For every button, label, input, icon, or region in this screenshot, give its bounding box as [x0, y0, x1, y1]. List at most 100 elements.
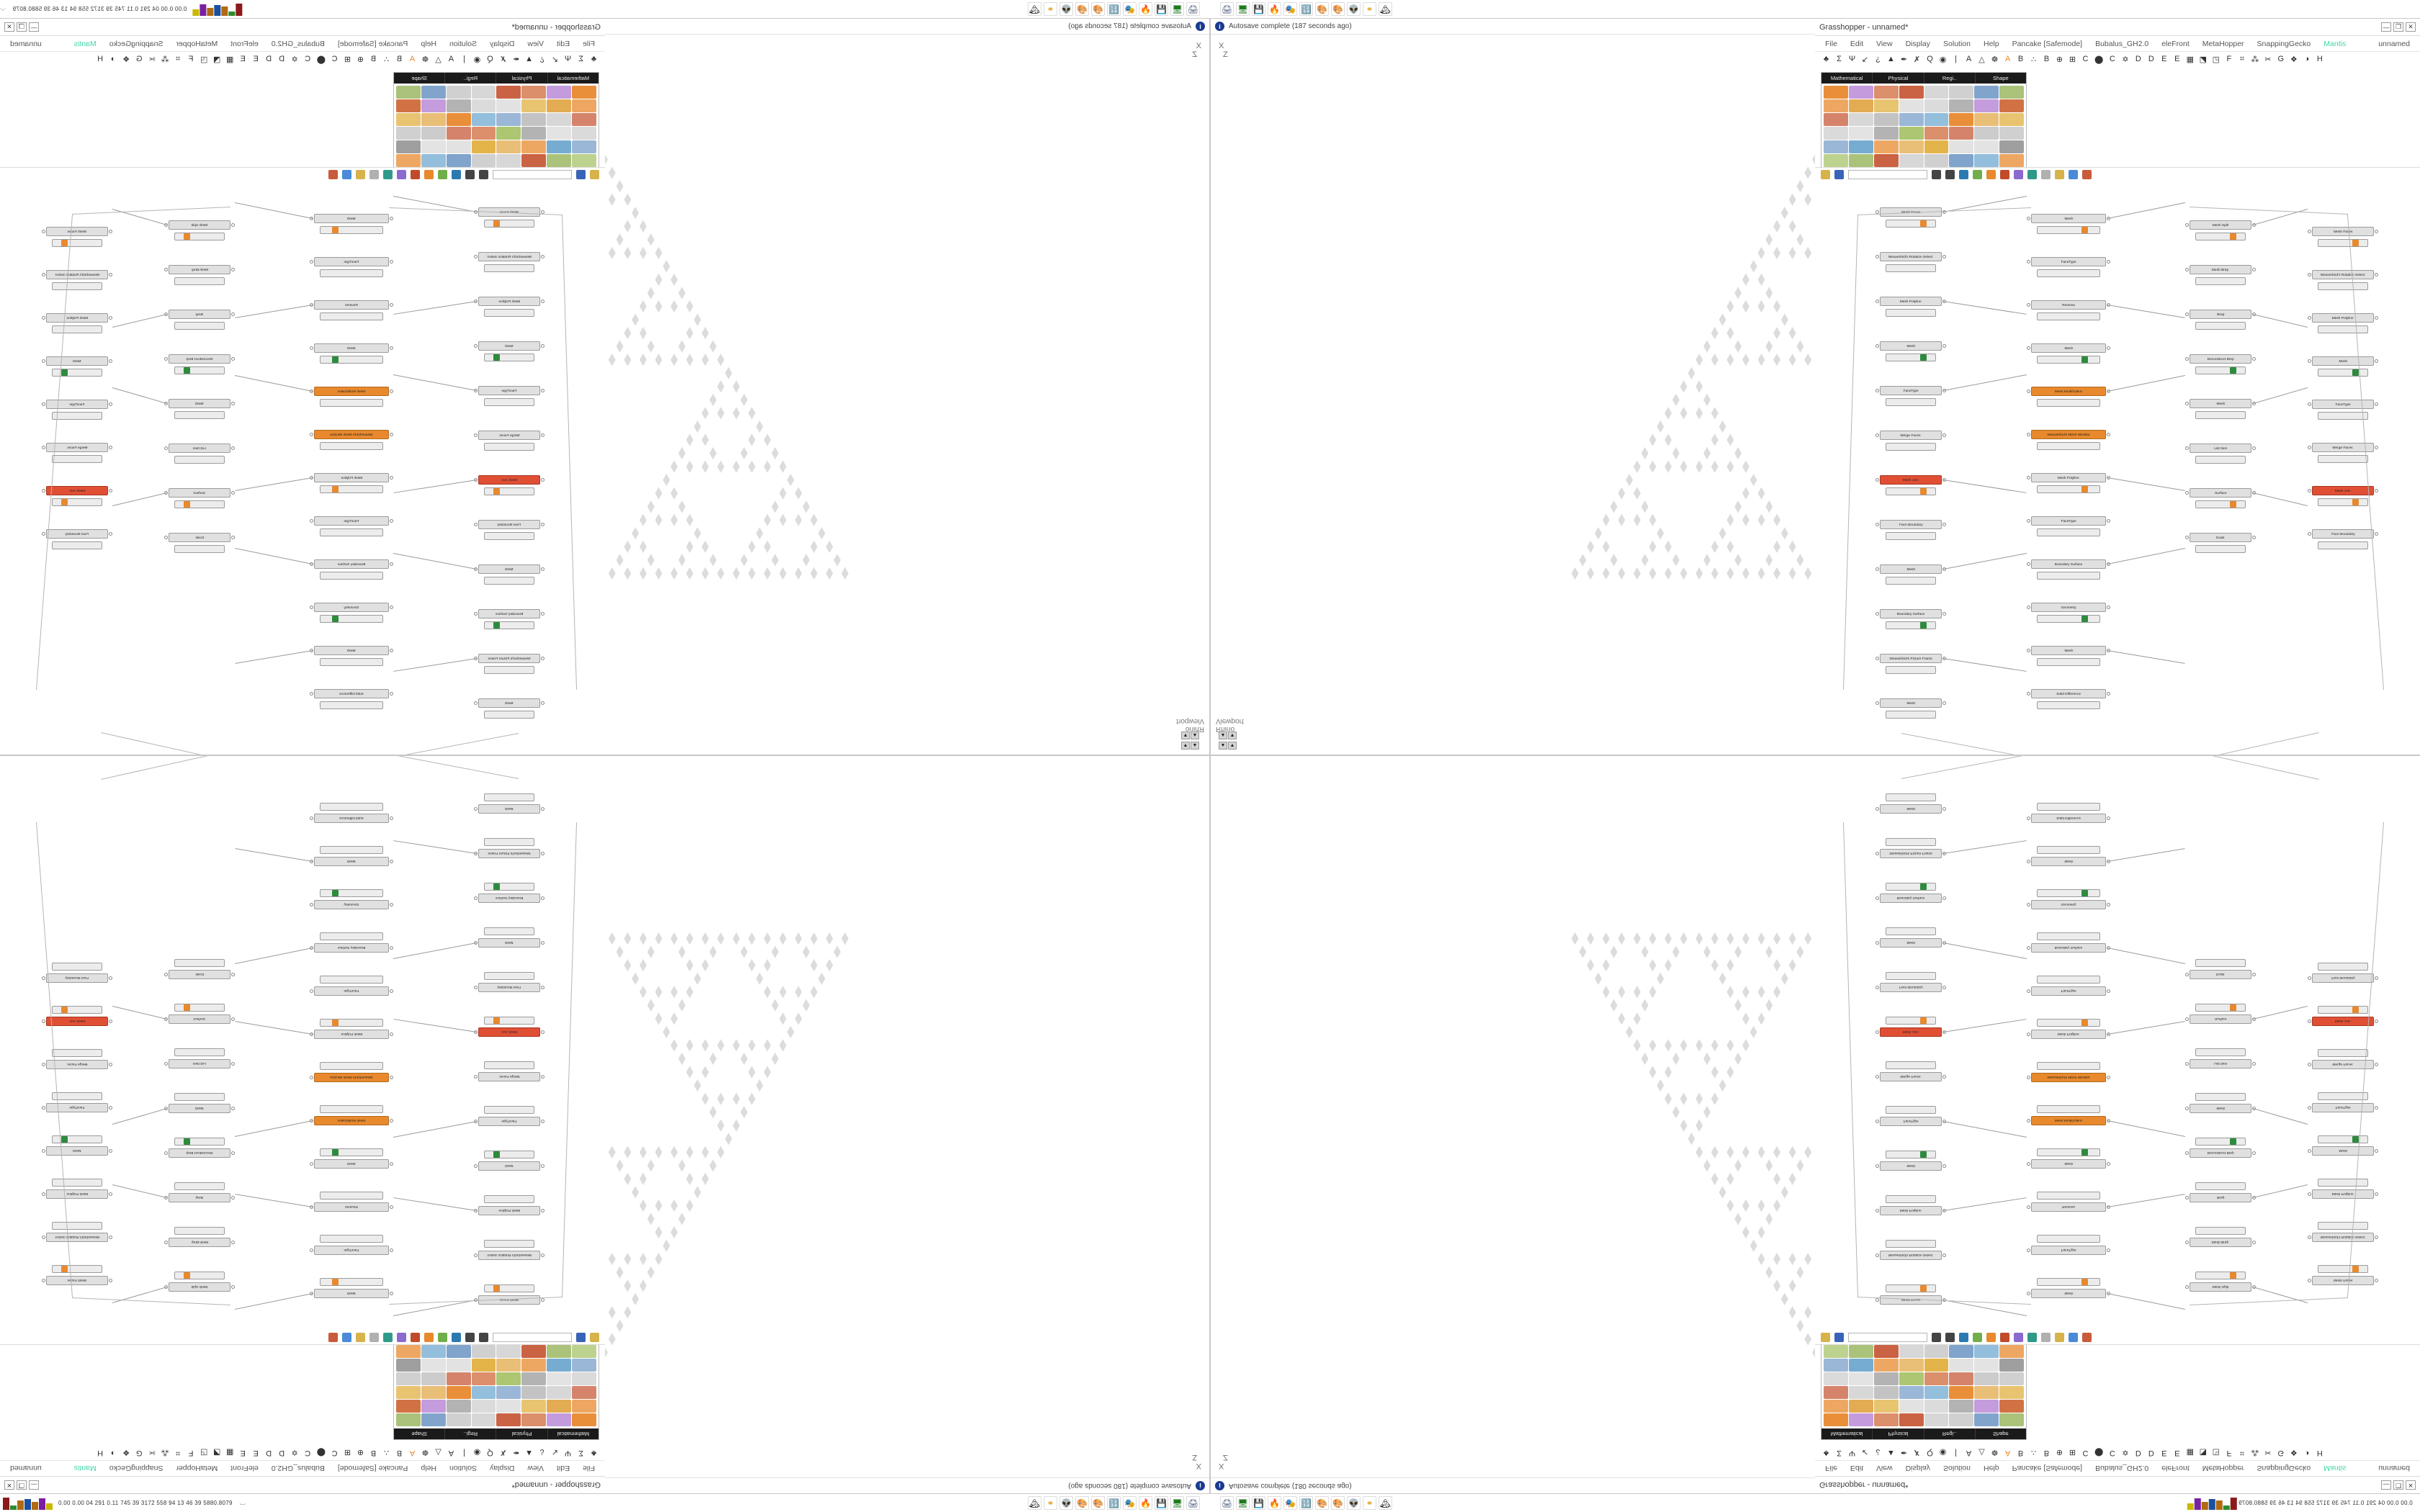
- ribbon-glyph-1[interactable]: Σ: [578, 55, 583, 63]
- gh-input-nub[interactable]: [2185, 491, 2189, 495]
- menu-item-file[interactable]: File: [583, 39, 595, 48]
- gh-param-slot[interactable]: [320, 1235, 383, 1243]
- palette-component-icon[interactable]: [1974, 99, 1999, 112]
- gh-output-nub[interactable]: [474, 255, 478, 258]
- menu-item-pancake-safemode[interactable]: Pancake [Safemode]: [337, 39, 408, 48]
- menu-item-mantis[interactable]: Mantis: [73, 39, 97, 48]
- gh-component[interactable]: Mesh: [478, 698, 540, 708]
- ribbon-glyph-13[interactable]: ☸: [421, 55, 429, 64]
- toolbar-icon-8[interactable]: [369, 170, 379, 179]
- gh-output-nub[interactable]: [2107, 903, 2110, 906]
- gh-output-nub[interactable]: [310, 903, 313, 906]
- toolbar-icon-7[interactable]: [383, 1333, 393, 1342]
- gh-output-nub[interactable]: [2375, 532, 2378, 536]
- gh-param-slot[interactable]: [320, 399, 383, 407]
- palette-component-icon[interactable]: [572, 127, 596, 140]
- gh-param-slot[interactable]: [2195, 1182, 2246, 1190]
- ribbon-glyph-19[interactable]: ⊞: [344, 1448, 351, 1457]
- gh-input-nub[interactable]: [231, 1062, 235, 1066]
- gh-input-nub[interactable]: [390, 816, 393, 820]
- floppy-disk-icon[interactable]: 💾: [1252, 2, 1265, 16]
- gh-output-nub[interactable]: [1942, 807, 1946, 811]
- gh-input-nub[interactable]: [2308, 1106, 2311, 1110]
- gh-output-nub[interactable]: [310, 433, 313, 436]
- palette-component-icon[interactable]: [1999, 1413, 2024, 1426]
- gh-input-nub[interactable]: [1876, 389, 1879, 392]
- gh-input-nub[interactable]: [109, 1236, 112, 1239]
- ribbon-glyph-19[interactable]: ⊞: [2069, 1448, 2076, 1457]
- gh-output-nub[interactable]: [42, 532, 45, 536]
- palette-component-icon[interactable]: [446, 99, 471, 112]
- gh-output-nub[interactable]: [2107, 816, 2110, 820]
- palette-component-icon[interactable]: [547, 1413, 572, 1426]
- gh-output-nub[interactable]: [474, 1254, 478, 1257]
- gh-output-nub[interactable]: [1942, 986, 1946, 989]
- palette-component-icon[interactable]: [1824, 1345, 1848, 1358]
- palette-tab-physical[interactable]: Physical: [1873, 73, 1924, 84]
- green-terminal-icon[interactable]: 🖥: [1170, 1496, 1184, 1510]
- gh-component[interactable]: Deconstruct Brep: [2190, 1148, 2251, 1158]
- gh-param-slot[interactable]: [484, 1017, 534, 1025]
- toolbar-icon-2[interactable]: [1959, 170, 1968, 179]
- palette-tab-mathematical[interactable]: Mathematical: [1821, 73, 1873, 84]
- gh-input-nub[interactable]: [2027, 1076, 2030, 1079]
- gh-output-nub[interactable]: [42, 402, 45, 406]
- save-icon[interactable]: [1834, 1333, 1844, 1342]
- menu-item-help[interactable]: Help: [421, 39, 437, 48]
- gh-param-slot[interactable]: [2318, 1179, 2368, 1187]
- gh-param-slot[interactable]: [52, 1179, 102, 1187]
- gh-output-nub[interactable]: [2375, 1106, 2378, 1110]
- gh-param-slot[interactable]: [2318, 1135, 2368, 1143]
- gh-param-slot[interactable]: [484, 1195, 534, 1203]
- gh-component[interactable]: Weaverbird's Rotation Select: [2312, 1233, 2374, 1242]
- gh-component[interactable]: Mesh Faces: [2312, 227, 2374, 236]
- ribbon-glyph-23[interactable]: ✡: [291, 55, 298, 64]
- component-palette[interactable]: Mathematical Physical Regi.. Shape: [393, 1342, 599, 1440]
- green-terminal-icon[interactable]: 🖥: [1236, 2, 1250, 16]
- gh-param-slot[interactable]: [320, 889, 383, 897]
- gh-param-slot[interactable]: [320, 269, 383, 277]
- palette-component-icon[interactable]: [547, 1359, 572, 1372]
- gh-component[interactable]: Boundary Surface: [1880, 609, 1942, 618]
- open-folder-icon[interactable]: [590, 1333, 599, 1342]
- palette-component-icon[interactable]: [1824, 154, 1848, 167]
- menu-item-metahopper[interactable]: MetaHopper: [2202, 1464, 2244, 1473]
- palette-component-icon[interactable]: [496, 86, 521, 99]
- gh-input-nub[interactable]: [2185, 312, 2189, 316]
- gh-param-slot[interactable]: [2318, 412, 2368, 420]
- gh-component[interactable]: Mesh: [1880, 564, 1942, 574]
- palette-component-icon[interactable]: [421, 154, 446, 167]
- window-controls[interactable]: — ❐ ✕: [4, 1480, 39, 1490]
- palette-component-icon[interactable]: [1949, 127, 1974, 140]
- gh-input-nub[interactable]: [2027, 217, 2030, 220]
- palette-tab-strip[interactable]: Mathematical Physical Regi.. Shape: [1821, 1428, 2026, 1439]
- gh-output-nub[interactable]: [2107, 519, 2110, 523]
- gh-param-slot[interactable]: [320, 1019, 383, 1027]
- floppy-disk-icon[interactable]: 💾: [1155, 2, 1168, 16]
- gh-input-nub[interactable]: [2027, 1248, 2030, 1252]
- gh-component[interactable]: Mesh Polyline: [1880, 1206, 1942, 1215]
- palette-component-icon[interactable]: [547, 1345, 572, 1358]
- grasshopper-menubar[interactable]: File Edit View Display Solution Help Pancake […: [0, 36, 605, 52]
- ribbon-glyph-31[interactable]: F: [2226, 55, 2232, 63]
- gh-component[interactable]: Face Boundary: [46, 973, 108, 983]
- gh-param-slot[interactable]: [52, 1092, 102, 1100]
- palette-component-icon[interactable]: [421, 1400, 446, 1413]
- gh-input-nub[interactable]: [2185, 1285, 2189, 1289]
- gh-component[interactable]: FaceType: [2031, 516, 2106, 526]
- palette-component-icon[interactable]: [421, 1345, 446, 1358]
- gh-input-nub[interactable]: [541, 612, 544, 616]
- palette-component-icon[interactable]: [1824, 1400, 1848, 1413]
- gh-param-slot[interactable]: [1886, 621, 1936, 629]
- palette-component-icon[interactable]: [396, 1359, 421, 1372]
- gh-component[interactable]: Mesh Join: [478, 1027, 540, 1037]
- toolbar-icon-8[interactable]: [2041, 170, 2051, 179]
- gh-component[interactable]: Face Boundary: [1880, 983, 1942, 992]
- palette-component-icon[interactable]: [1949, 1345, 1974, 1358]
- gh-component[interactable]: FaceType: [2031, 1246, 2106, 1255]
- gh-component[interactable]: Weaverbird's Rotation Select: [1880, 1251, 1942, 1260]
- gh-param-slot[interactable]: [320, 1105, 383, 1113]
- menu-item-help[interactable]: Help: [1983, 1464, 1999, 1473]
- toolbar-icon-11[interactable]: [2082, 1333, 2092, 1342]
